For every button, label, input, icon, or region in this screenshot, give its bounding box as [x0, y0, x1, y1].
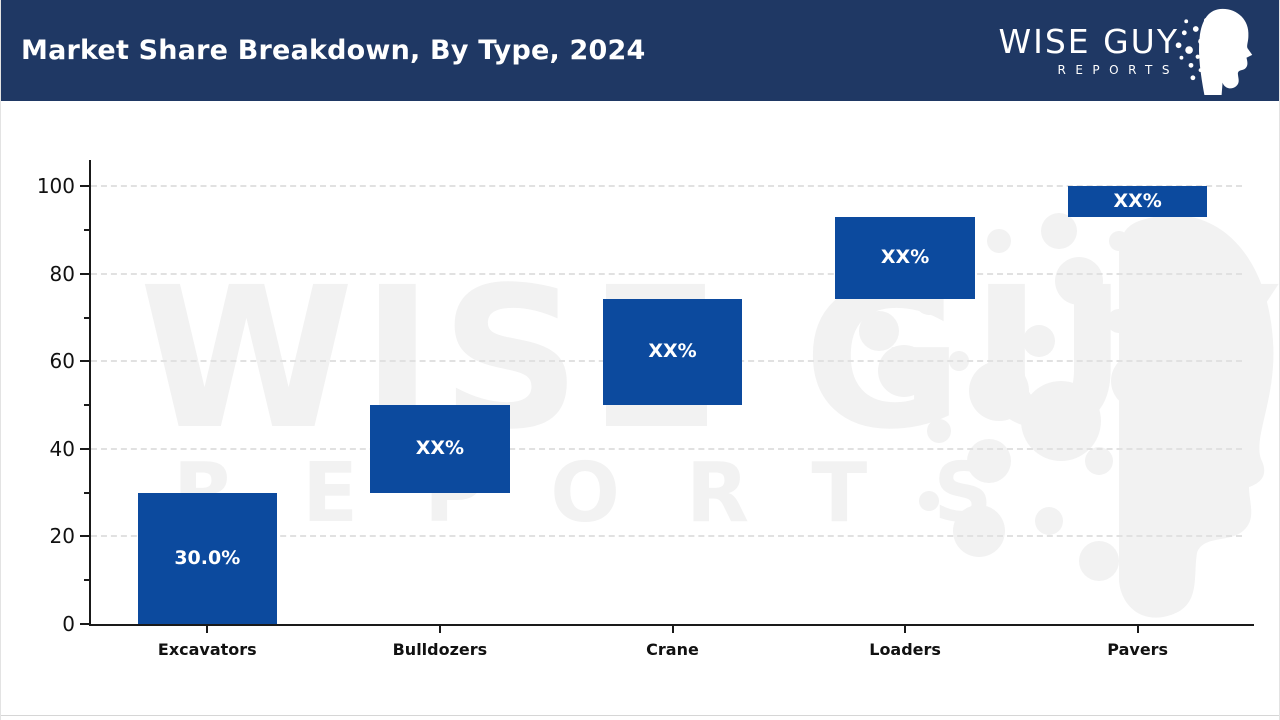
- x-axis-tick: [904, 626, 907, 633]
- y-axis-label: 20: [49, 524, 75, 549]
- y-axis-label: 80: [49, 261, 75, 286]
- y-axis-minor-tick: [84, 579, 89, 582]
- bar-value-label: XX%: [1113, 190, 1162, 213]
- y-axis-label: 0: [62, 612, 75, 636]
- x-axis-label: Pavers: [1107, 640, 1169, 659]
- plot-area: 0 20 40 60 80 100 30.0% Excavators XX% Bulldozers…: [37, 160, 1254, 659]
- wiseguy-logo: WISE GUY REPORTS: [998, 7, 1255, 95]
- gridline: [91, 272, 1242, 275]
- y-axis-minor-tick: [84, 404, 89, 407]
- header: Market Share Breakdown, By Type, 2024 WI…: [1, 0, 1279, 101]
- y-axis-minor-tick: [84, 316, 89, 319]
- x-axis-label: Crane: [646, 640, 699, 659]
- y-axis-minor-tick: [84, 491, 89, 494]
- logo-wordmark: WISE GUY REPORTS: [998, 25, 1179, 77]
- y-axis-tick: [80, 623, 89, 625]
- bar-value-label: XX%: [648, 340, 697, 363]
- bar-crane: XX%: [602, 298, 743, 406]
- bar-excavators: 30.0%: [137, 492, 278, 624]
- y-axis-tick: [80, 447, 89, 450]
- x-axis-tick: [671, 626, 674, 633]
- x-axis-label: Loaders: [869, 640, 941, 659]
- y-axis-minor-tick: [84, 229, 89, 232]
- bar-bulldozers: XX%: [370, 405, 510, 493]
- y-axis-label: 100: [36, 174, 75, 199]
- gridline: [91, 535, 1242, 538]
- bar-pavers: XX%: [1067, 186, 1208, 217]
- x-axis-tick: [1136, 626, 1139, 633]
- bottom-divider: [1, 715, 1279, 716]
- bar-value-label: XX%: [415, 437, 465, 460]
- bar-value-label: 30.0%: [174, 546, 241, 569]
- gridline: [91, 447, 1242, 450]
- x-axis-label: Excavators: [157, 640, 257, 659]
- y-axis-tick: [80, 185, 89, 188]
- bar-loaders: XX%: [835, 216, 975, 299]
- bar-value-label: XX%: [880, 246, 930, 269]
- gridline: [91, 185, 1242, 188]
- y-axis-label: 40: [49, 436, 75, 461]
- x-axis-tick: [438, 626, 441, 633]
- logo-face-icon: [1175, 8, 1253, 95]
- logo-wordmark-line1: WISE GUY: [998, 21, 1179, 61]
- page-title: Market Share Breakdown, By Type, 2024: [21, 35, 646, 66]
- y-axis-tick: [80, 535, 89, 538]
- chart: WISE GUY REPORTS 0 20 40 60 80 100 30.0% Excava…: [1, 101, 1279, 720]
- y-axis-tick: [80, 360, 89, 363]
- x-axis-label: Bulldozers: [392, 640, 488, 659]
- x-axis-tick: [206, 626, 209, 633]
- logo-wordmark-line2: REPORTS: [1057, 62, 1179, 77]
- y-axis-tick: [80, 272, 89, 275]
- y-axis-label: 60: [49, 349, 75, 374]
